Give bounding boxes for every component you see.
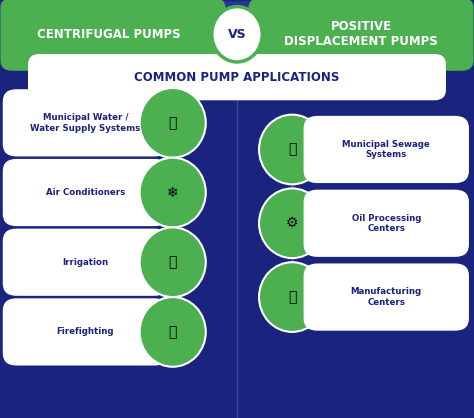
Text: Manufacturing
Centers: Manufacturing Centers xyxy=(351,287,422,307)
Ellipse shape xyxy=(259,189,325,258)
FancyBboxPatch shape xyxy=(3,89,168,156)
Text: COMMON PUMP APPLICATIONS: COMMON PUMP APPLICATIONS xyxy=(134,71,340,84)
Text: Firefighting: Firefighting xyxy=(57,327,114,336)
Text: CENTRIFUGAL PUMPS: CENTRIFUGAL PUMPS xyxy=(36,28,180,41)
Ellipse shape xyxy=(259,115,325,184)
FancyBboxPatch shape xyxy=(0,0,226,71)
Text: Irrigation: Irrigation xyxy=(63,258,109,267)
Ellipse shape xyxy=(212,7,262,62)
FancyBboxPatch shape xyxy=(304,263,469,331)
FancyBboxPatch shape xyxy=(3,298,168,365)
Text: ❄: ❄ xyxy=(167,186,179,199)
Text: Oil Processing
Centers: Oil Processing Centers xyxy=(352,214,421,233)
FancyBboxPatch shape xyxy=(304,116,469,183)
FancyBboxPatch shape xyxy=(304,190,469,257)
Text: 🌱: 🌱 xyxy=(169,255,177,269)
Text: POSITIVE
DISPLACEMENT PUMPS: POSITIVE DISPLACEMENT PUMPS xyxy=(284,20,438,48)
Ellipse shape xyxy=(259,262,325,332)
Ellipse shape xyxy=(140,297,206,367)
Text: 💧: 💧 xyxy=(288,143,296,156)
Text: VS: VS xyxy=(228,28,246,41)
Text: ⚙: ⚙ xyxy=(286,216,298,230)
Text: 🔥: 🔥 xyxy=(169,325,177,339)
Text: Air Conditioners: Air Conditioners xyxy=(46,188,125,197)
Text: Municipal Sewage
Systems: Municipal Sewage Systems xyxy=(342,140,430,159)
Text: 🚰: 🚰 xyxy=(169,116,177,130)
FancyBboxPatch shape xyxy=(3,229,168,296)
FancyBboxPatch shape xyxy=(248,0,474,71)
FancyBboxPatch shape xyxy=(3,159,168,226)
Ellipse shape xyxy=(140,88,206,158)
Ellipse shape xyxy=(140,227,206,297)
Ellipse shape xyxy=(140,158,206,227)
FancyBboxPatch shape xyxy=(0,0,474,67)
Text: Municipal Water /
Water Supply Systems: Municipal Water / Water Supply Systems xyxy=(30,113,141,133)
Text: 🏭: 🏭 xyxy=(288,290,296,304)
FancyBboxPatch shape xyxy=(28,54,446,100)
